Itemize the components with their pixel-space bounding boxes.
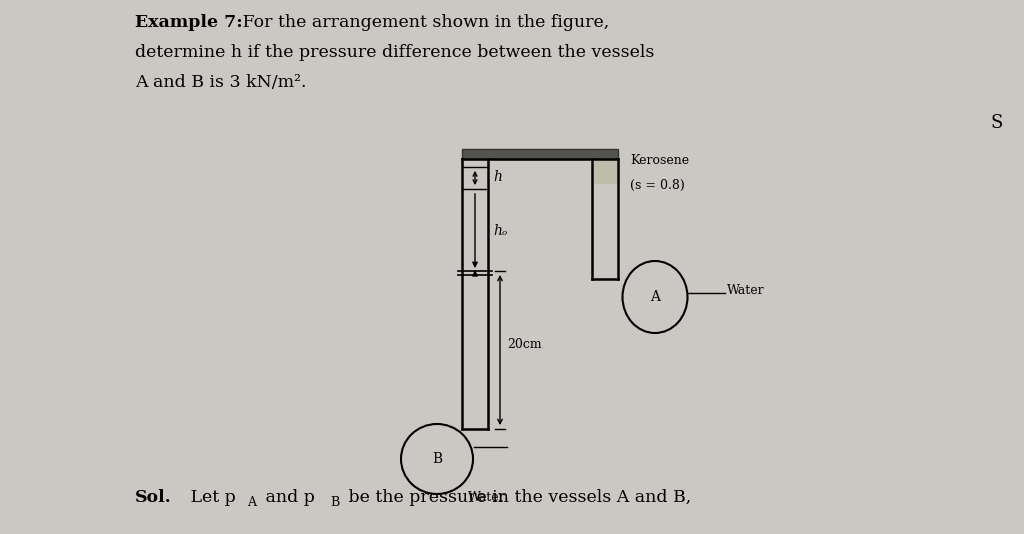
Text: Water: Water [727, 284, 765, 296]
Text: A and B is 3 kN/m².: A and B is 3 kN/m². [135, 74, 306, 91]
Text: B: B [432, 452, 442, 466]
Text: h: h [493, 170, 502, 184]
Text: Sol.: Sol. [135, 489, 172, 506]
Ellipse shape [623, 261, 687, 333]
Text: For the arrangement shown in the figure,: For the arrangement shown in the figure, [237, 14, 609, 31]
Text: be the pressure in the vessels A and B,: be the pressure in the vessels A and B, [343, 489, 691, 506]
Text: Water: Water [468, 491, 506, 504]
Text: and p: and p [260, 489, 314, 506]
Text: A: A [650, 290, 660, 304]
Text: determine h if the pressure difference between the vessels: determine h if the pressure difference b… [135, 44, 654, 61]
Text: A: A [247, 496, 256, 509]
Polygon shape [462, 149, 618, 159]
Text: S: S [990, 114, 1002, 132]
Polygon shape [463, 159, 617, 160]
Ellipse shape [401, 424, 473, 494]
Text: Kerosene: Kerosene [630, 154, 689, 167]
Text: hₒ: hₒ [493, 224, 507, 238]
Text: 20cm: 20cm [507, 339, 542, 351]
Text: Let p: Let p [185, 489, 236, 506]
Text: Example 7:: Example 7: [135, 14, 243, 31]
Text: (s = 0.8): (s = 0.8) [630, 179, 685, 192]
Text: B: B [330, 496, 339, 509]
Polygon shape [593, 159, 617, 184]
